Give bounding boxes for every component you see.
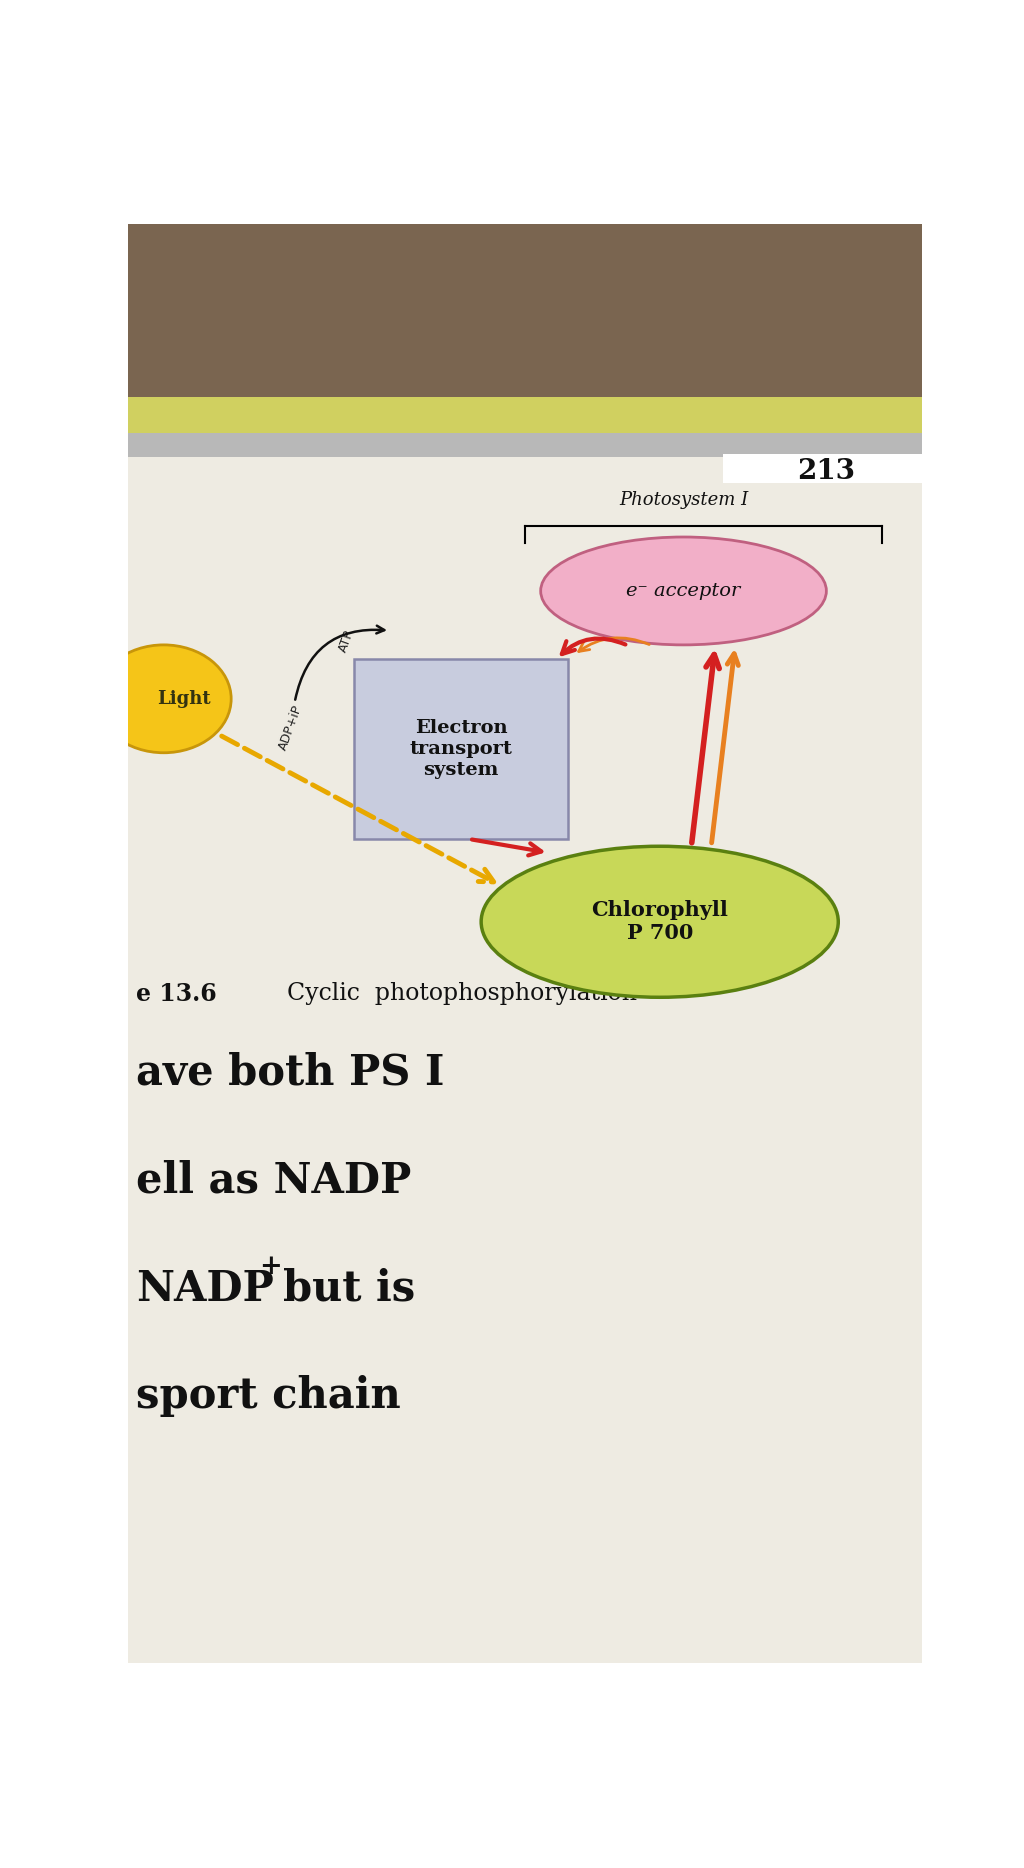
- Text: Electron
transport
system: Electron transport system: [410, 719, 513, 779]
- Text: but is: but is: [283, 1268, 415, 1309]
- Text: Cyclic  photophosphorylation: Cyclic photophosphorylation: [287, 983, 637, 1005]
- Text: Light: Light: [157, 689, 210, 708]
- Text: ADP+iP: ADP+iP: [276, 702, 305, 753]
- Text: ave both PS I: ave both PS I: [136, 1052, 444, 1095]
- Text: ell as NADP: ell as NADP: [136, 1160, 412, 1201]
- Text: sport chain: sport chain: [136, 1375, 400, 1418]
- Ellipse shape: [541, 536, 826, 644]
- Text: NADP: NADP: [136, 1268, 273, 1309]
- Ellipse shape: [481, 846, 839, 998]
- Bar: [723, 454, 922, 484]
- FancyBboxPatch shape: [354, 659, 568, 839]
- Text: +: +: [259, 1253, 282, 1280]
- Text: e 13.6: e 13.6: [136, 983, 217, 1005]
- Bar: [128, 396, 922, 433]
- Ellipse shape: [96, 644, 231, 753]
- Text: Photosystem I: Photosystem I: [618, 491, 749, 508]
- Text: e⁻ acceptor: e⁻ acceptor: [627, 583, 740, 600]
- Bar: [128, 458, 922, 1663]
- Bar: [128, 433, 922, 458]
- Bar: [128, 224, 922, 396]
- Text: Chlorophyll
P 700: Chlorophyll P 700: [591, 900, 728, 943]
- Text: ATP: ATP: [336, 628, 356, 654]
- Text: 213: 213: [798, 458, 855, 486]
